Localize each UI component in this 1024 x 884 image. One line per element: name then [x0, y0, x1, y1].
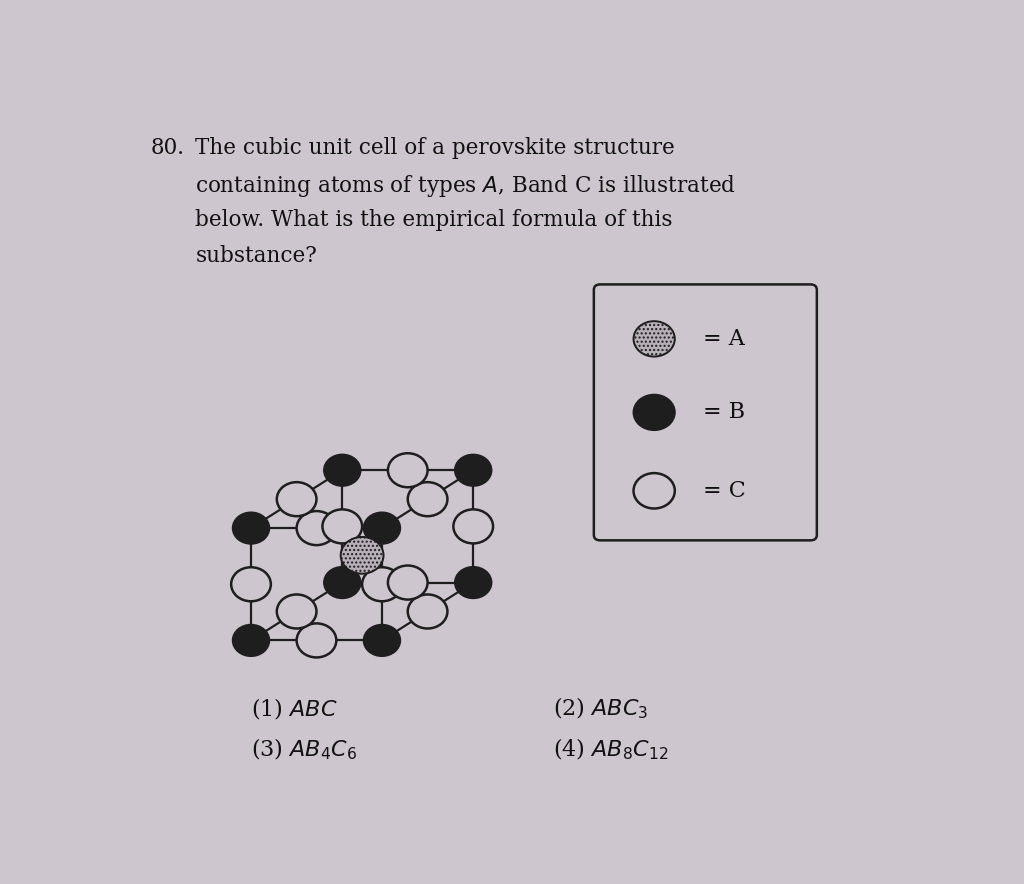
Text: substance?: substance? [196, 245, 317, 267]
Circle shape [388, 566, 428, 599]
Text: below. What is the empirical formula of this: below. What is the empirical formula of … [196, 209, 673, 231]
Text: = A: = A [703, 328, 745, 350]
Text: = B: = B [703, 401, 745, 423]
Circle shape [297, 623, 336, 658]
Circle shape [634, 394, 675, 431]
Circle shape [634, 321, 675, 356]
Circle shape [323, 509, 362, 544]
Circle shape [276, 482, 316, 516]
Circle shape [324, 567, 360, 598]
Circle shape [455, 567, 492, 598]
Text: (1) $ABC$: (1) $ABC$ [251, 696, 338, 721]
Text: The cubic unit cell of a perovskite structure: The cubic unit cell of a perovskite stru… [196, 137, 675, 159]
Circle shape [276, 594, 316, 629]
Circle shape [324, 454, 360, 486]
Circle shape [364, 513, 400, 544]
Circle shape [364, 625, 400, 656]
Circle shape [388, 453, 428, 487]
Circle shape [454, 509, 494, 544]
Text: = C: = C [703, 480, 746, 502]
Text: (3) $AB_4C_6$: (3) $AB_4C_6$ [251, 736, 357, 762]
Text: 80.: 80. [151, 137, 184, 159]
Circle shape [634, 473, 675, 508]
Circle shape [341, 537, 384, 574]
Circle shape [455, 454, 492, 486]
Circle shape [408, 482, 447, 516]
FancyBboxPatch shape [594, 285, 817, 540]
Text: containing atoms of types $A$, Band C is illustrated: containing atoms of types $A$, Band C is… [196, 172, 736, 199]
Circle shape [408, 594, 447, 629]
Circle shape [232, 625, 269, 656]
Circle shape [231, 568, 270, 601]
Circle shape [362, 568, 401, 601]
Circle shape [297, 511, 336, 545]
Text: (2) $ABC_3$: (2) $ABC_3$ [553, 696, 648, 721]
Text: (4) $AB_8C_{12}$: (4) $AB_8C_{12}$ [553, 736, 668, 762]
Circle shape [232, 513, 269, 544]
